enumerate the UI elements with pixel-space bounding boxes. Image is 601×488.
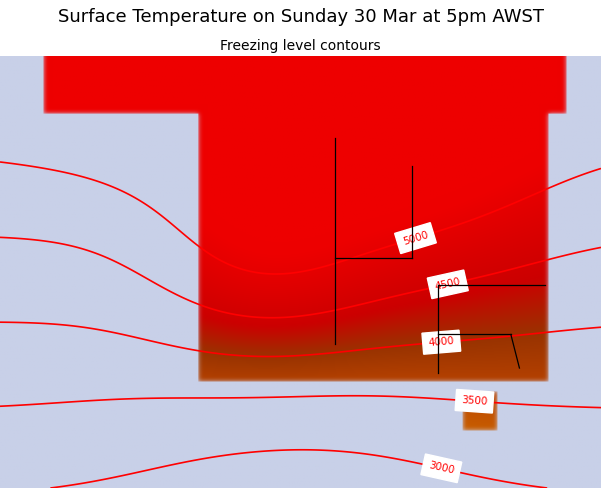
Text: Freezing level contours: Freezing level contours bbox=[220, 39, 381, 53]
Text: 3500: 3500 bbox=[461, 395, 488, 407]
Text: 4000: 4000 bbox=[428, 336, 455, 348]
Text: 4500: 4500 bbox=[434, 277, 462, 292]
Text: Surface Temperature on Sunday 30 Mar at 5pm AWST: Surface Temperature on Sunday 30 Mar at … bbox=[58, 8, 543, 26]
Text: 3000: 3000 bbox=[427, 461, 455, 476]
Text: 5000: 5000 bbox=[401, 229, 430, 246]
